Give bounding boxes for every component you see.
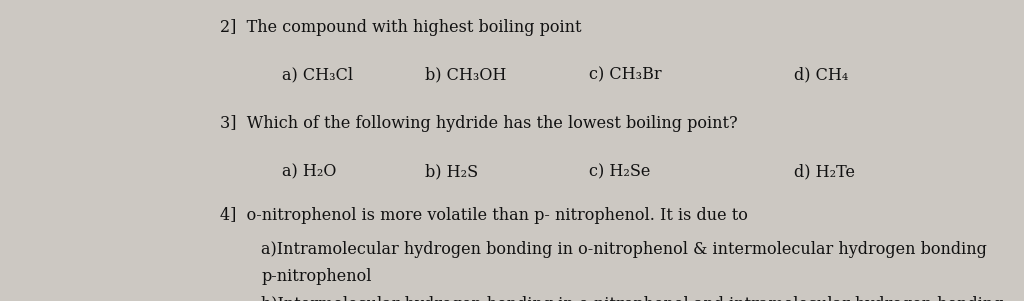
Text: c) H₂Se: c) H₂Se bbox=[589, 163, 650, 180]
Text: c) CH₃Br: c) CH₃Br bbox=[589, 67, 662, 84]
Text: d) H₂Te: d) H₂Te bbox=[794, 163, 855, 180]
Text: 2]  The compound with highest boiling point: 2] The compound with highest boiling poi… bbox=[220, 19, 582, 36]
Text: a) H₂O: a) H₂O bbox=[282, 163, 336, 180]
Text: a) CH₃Cl: a) CH₃Cl bbox=[282, 67, 352, 84]
Text: 3]  Which of the following hydride has the lowest boiling point?: 3] Which of the following hydride has th… bbox=[220, 115, 737, 132]
Text: a)Intramolecular hydrogen bonding in o-nitrophenol & intermolecular hydrogen bon: a)Intramolecular hydrogen bonding in o-n… bbox=[261, 241, 987, 258]
Text: b)Intermolecular hydrogen bonding in o-nitrophenol and intramolecular hydrogen b: b)Intermolecular hydrogen bonding in o-n… bbox=[261, 296, 1004, 301]
Text: d) CH₄: d) CH₄ bbox=[794, 67, 848, 84]
Text: p-nitrophenol: p-nitrophenol bbox=[261, 268, 372, 284]
Text: b) H₂S: b) H₂S bbox=[425, 163, 478, 180]
Text: 4]  o-nitrophenol is more volatile than p- nitrophenol. It is due to: 4] o-nitrophenol is more volatile than p… bbox=[220, 207, 749, 224]
Text: b) CH₃OH: b) CH₃OH bbox=[425, 67, 506, 84]
